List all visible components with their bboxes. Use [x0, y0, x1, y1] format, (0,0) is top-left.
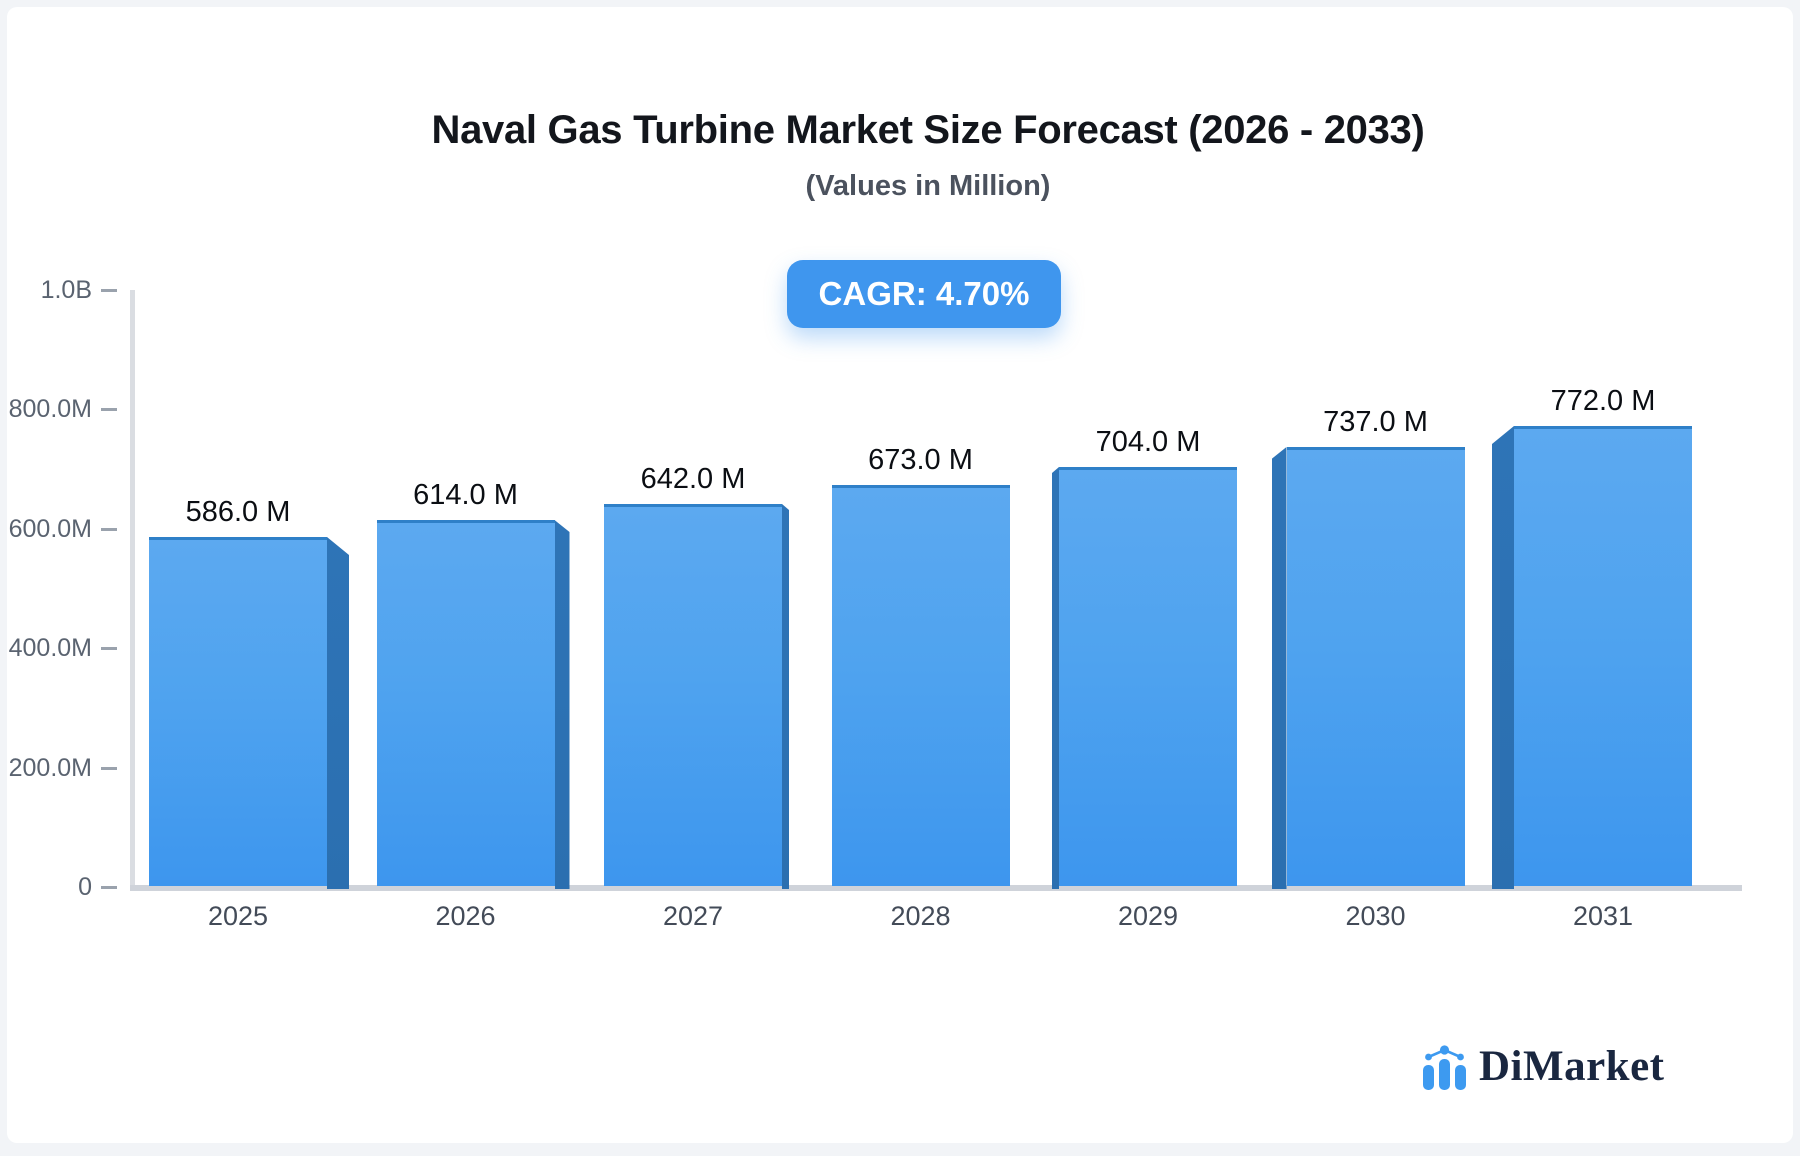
bar-side-face	[1271, 447, 1287, 889]
y-axis-line	[130, 290, 135, 890]
bar-value-label: 737.0 M	[1323, 406, 1428, 438]
chart-title: Naval Gas Turbine Market Size Forecast (…	[431, 108, 1425, 152]
bar-front-face	[1286, 447, 1465, 886]
y-tick-label: 200.0M	[8, 754, 92, 782]
cagr-badge: CAGR: 4.70%	[787, 260, 1061, 328]
y-tick-label: 800.0M	[8, 395, 92, 423]
y-tick-mark	[101, 767, 117, 770]
y-tick-label: 1.0B	[40, 276, 92, 304]
x-axis-label: 2025	[207, 901, 269, 931]
bar-front-face	[1059, 467, 1237, 886]
chart-subtitle: (Values in Million)	[805, 170, 1051, 202]
y-tick-mark	[101, 647, 117, 650]
bar-value-label: 586.0 M	[185, 496, 291, 528]
dimarket-bar-chart-icon	[1423, 1045, 1466, 1090]
bar-front-face	[1514, 426, 1692, 886]
x-axis-label: 2031	[1572, 901, 1634, 931]
x-axis-label: 2030	[1345, 901, 1406, 931]
y-tick-label: 0	[78, 873, 92, 901]
bar-front-face	[831, 485, 1010, 886]
x-axis-label: 2029	[1117, 901, 1179, 931]
y-tick-label: 600.0M	[8, 515, 92, 543]
bar-value-label: 642.0 M	[640, 463, 746, 495]
bar-value-label: 673.0 M	[868, 444, 973, 476]
x-axis-line	[130, 885, 1742, 891]
x-axis-label: 2028	[890, 901, 951, 931]
bar-side-face	[327, 537, 349, 889]
bar-side-face	[554, 520, 570, 889]
x-axis-label: 2027	[662, 901, 724, 931]
y-tick-mark	[101, 528, 117, 531]
bar-side-face	[782, 504, 789, 889]
bar-front-face	[604, 504, 782, 886]
bar-side-face	[1492, 426, 1514, 889]
logo-text: DiMarket	[1479, 1043, 1665, 1090]
bar-front-face	[149, 537, 327, 886]
y-tick-mark	[101, 408, 117, 411]
bar-side-face	[1052, 467, 1059, 889]
y-tick-mark	[101, 289, 117, 292]
x-axis-label: 2026	[435, 901, 496, 931]
y-tick-mark	[101, 886, 117, 889]
bar-value-label: 614.0 M	[413, 479, 518, 511]
bar-front-face	[376, 520, 555, 886]
bar-value-label: 772.0 M	[1550, 385, 1656, 417]
y-tick-label: 400.0M	[8, 634, 92, 662]
bar-value-label: 704.0 M	[1095, 426, 1201, 458]
dimarket-logo: DiMarket	[1423, 1040, 1665, 1090]
